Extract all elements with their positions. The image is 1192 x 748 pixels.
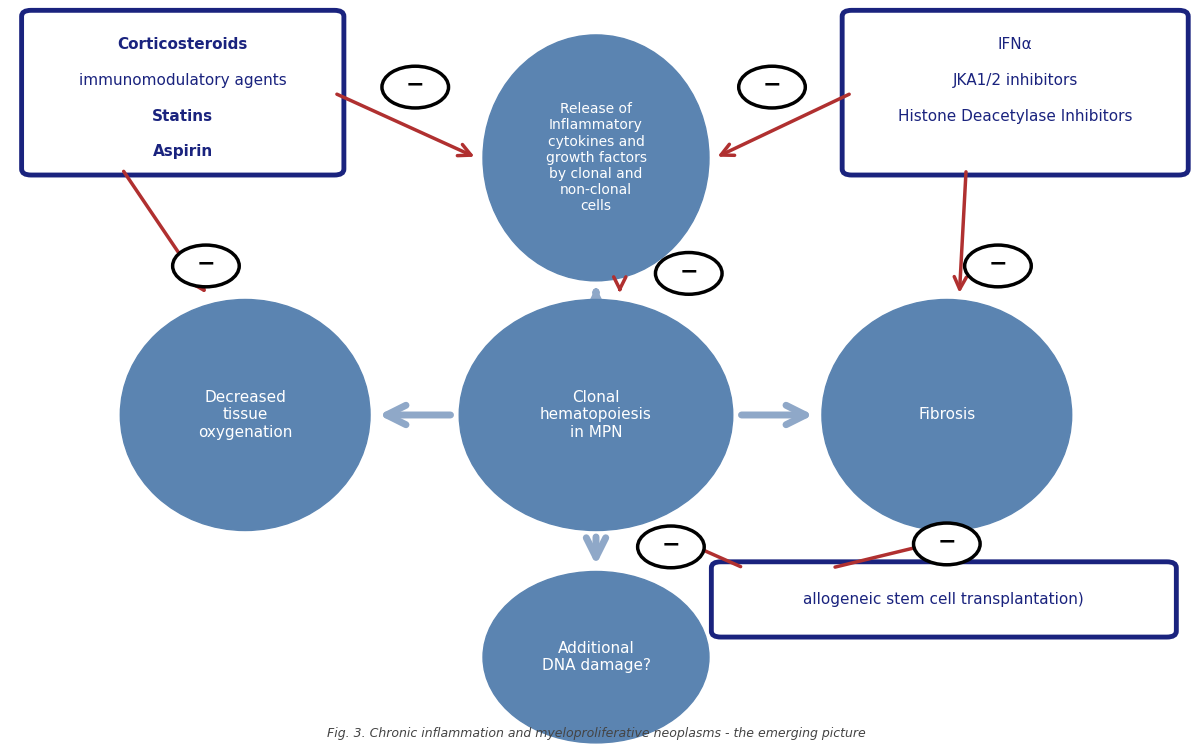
Text: Release of
Inflammatory
cytokines and
growth factors
by clonal and
non-clonal
ce: Release of Inflammatory cytokines and gr… [546, 102, 646, 213]
Text: −: − [988, 254, 1007, 274]
Text: Fig. 3. Chronic inflammation and myeloproliferative neoplasms - the emerging pic: Fig. 3. Chronic inflammation and myelopr… [327, 727, 865, 740]
Ellipse shape [483, 571, 709, 743]
Text: −: − [662, 535, 681, 555]
Text: −: − [938, 532, 956, 552]
Text: Corticosteroids: Corticosteroids [118, 37, 248, 52]
Circle shape [739, 67, 806, 108]
Text: −: − [406, 75, 424, 95]
FancyBboxPatch shape [21, 10, 343, 175]
Ellipse shape [459, 299, 733, 530]
Text: Clonal
hematopoiesis
in MPN: Clonal hematopoiesis in MPN [540, 390, 652, 440]
Text: Additional
DNA damage?: Additional DNA damage? [541, 641, 651, 673]
Text: Decreased
tissue
oxygenation: Decreased tissue oxygenation [198, 390, 292, 440]
FancyBboxPatch shape [843, 10, 1188, 175]
Text: allogeneic stem cell transplantation): allogeneic stem cell transplantation) [803, 592, 1085, 607]
Text: −: − [763, 75, 781, 95]
Circle shape [173, 245, 240, 286]
Text: immunomodulatory agents: immunomodulatory agents [79, 73, 286, 88]
Text: Statins: Statins [153, 108, 213, 123]
Text: IFNα: IFNα [998, 37, 1032, 52]
Ellipse shape [822, 299, 1072, 530]
Ellipse shape [120, 299, 370, 530]
Text: Aspirin: Aspirin [153, 144, 213, 159]
Text: Histone Deacetylase Inhibitors: Histone Deacetylase Inhibitors [898, 108, 1132, 123]
Text: JKA1/2 inhibitors: JKA1/2 inhibitors [952, 73, 1078, 88]
Text: −: − [679, 261, 699, 281]
Ellipse shape [483, 35, 709, 280]
FancyBboxPatch shape [712, 562, 1177, 637]
Circle shape [638, 526, 704, 568]
Circle shape [381, 67, 448, 108]
Text: Fibrosis: Fibrosis [918, 408, 975, 423]
Circle shape [656, 253, 722, 294]
Circle shape [964, 245, 1031, 286]
Text: −: − [197, 254, 216, 274]
Circle shape [913, 523, 980, 565]
